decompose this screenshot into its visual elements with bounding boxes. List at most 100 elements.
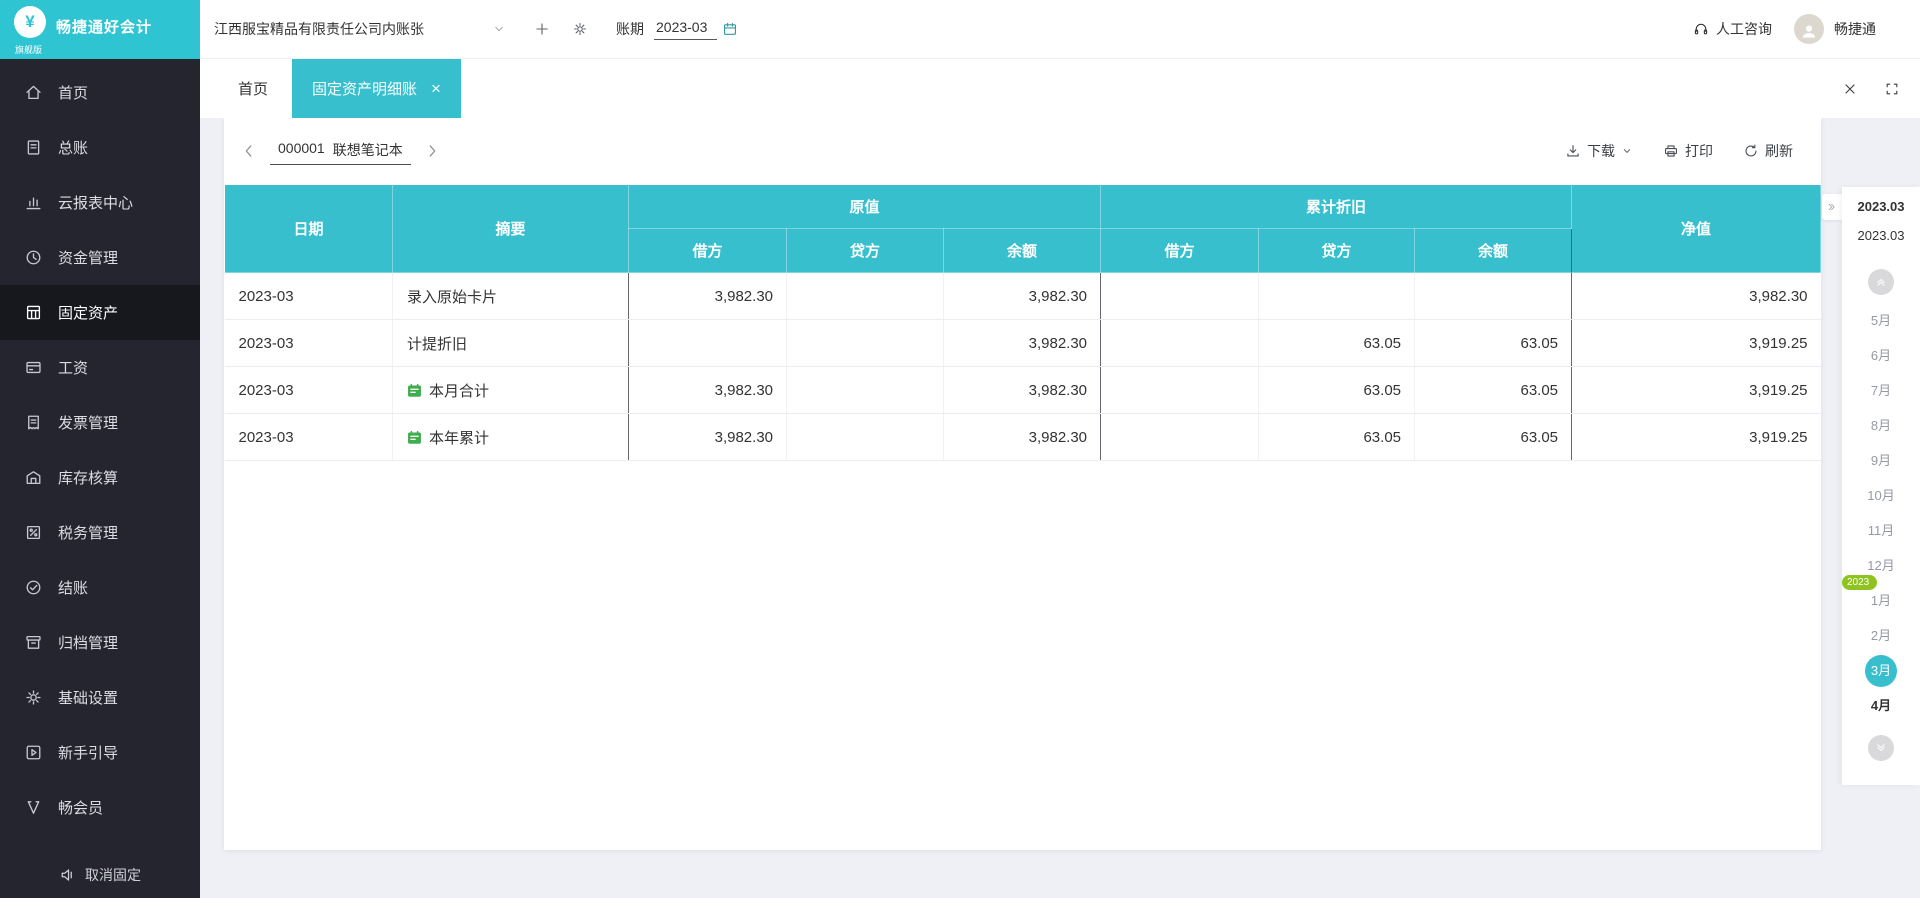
content-area: 000001 联想笔记本 下载 打印 [200,118,1920,898]
company-selector[interactable]: 江西服宝精品有限责任公司内账张 [214,19,506,39]
calendar-month-12月[interactable]: 12月 [1867,558,1895,573]
cell-summary: 本月合计 [392,366,629,414]
ledger-row[interactable]: 2023-03 本年累计 3,982.30 3,982.30 63.05 63.05 3,9… [224,413,1821,461]
print-button[interactable]: 打印 [1663,141,1713,161]
home-icon [24,83,43,102]
scroll-months-up-button[interactable] [1868,269,1894,295]
tab-fixed-asset-ledger[interactable]: 固定资产明细账 × [292,59,461,118]
cell-summary: 录入原始卡片 [392,272,629,320]
calendar-green-icon [407,383,422,398]
sidebar-item-member[interactable]: 畅会员 [0,780,200,835]
calendar-month-4月[interactable]: 4月 [1870,698,1892,713]
refresh-button[interactable]: 刷新 [1743,141,1793,161]
cell-acc-credit: 63.05 [1258,366,1415,414]
col-header-original[interactable]: 原值 [627,184,1102,229]
col-header-acc-credit[interactable]: 贷方 [1258,228,1416,273]
company-name: 江西服宝精品有限责任公司内账张 [214,21,424,37]
calendar-month-5月[interactable]: 5月 [1870,313,1892,328]
cell-acc-credit: 63.05 [1258,319,1415,367]
cell-orig-debit: 3,982.30 [628,272,787,320]
ledger-row[interactable]: 2023-03 录入原始卡片 3,982.30 3,982.30 3,982.30 [224,272,1821,320]
cell-orig-credit [786,413,944,461]
col-header-acc-balance[interactable]: 余额 [1414,228,1573,273]
sidebar-item-label: 结账 [58,580,89,597]
year-badge: 2023 [1842,575,1878,590]
calendar-month-7月[interactable]: 7月 [1870,383,1892,398]
prev-asset-button[interactable] [240,142,258,160]
calendar-month-8月[interactable]: 8月 [1870,418,1892,433]
sidebar-menu: 首页 总账 云报表中心 资金管理 固定资产 工资 发票管理 库存核算 税务管理结账归档管理 基础设… [0,59,200,852]
col-header-accumulated[interactable]: 累计折旧 [1100,184,1573,229]
cell-summary: 计提折旧 [392,319,629,367]
ledger-row[interactable]: 2023-03 计提折旧 3,982.30 63.05 63.05 3,919.25 [224,319,1821,367]
calendar-month-9月[interactable]: 9月 [1870,453,1892,468]
next-asset-button[interactable] [423,142,441,160]
chevron-down-icon [1621,145,1633,157]
fund-icon [24,248,43,267]
tab-home[interactable]: 首页 [214,59,292,118]
cell-acc-balance: 63.05 [1414,319,1572,367]
collapse-period-panel-button[interactable] [1822,194,1842,220]
sidebar-item-inventory[interactable]: 库存核算 [0,450,200,505]
cell-date: 2023-03 [224,319,393,367]
tabbar-actions [1822,59,1920,118]
calendar-month-10月[interactable]: 10月 [1867,488,1895,503]
close-icon[interactable] [1842,81,1858,97]
gear-icon[interactable] [572,21,588,37]
cell-orig-balance: 3,982.30 [942,366,1101,414]
cell-acc-balance: 63.05 [1414,366,1572,414]
add-button[interactable] [534,21,550,37]
guide-icon [24,743,43,762]
calendar-month-1月[interactable]: 1月 [1870,593,1892,608]
avatar[interactable] [1794,14,1824,44]
sidebar-item-guide[interactable]: 新手引导 [0,725,200,780]
calendar-month-11月[interactable]: 11月 [1867,523,1895,538]
sidebar-item-closing[interactable]: 结账 [0,560,200,615]
calendar-month-6月[interactable]: 6月 [1870,348,1892,363]
ledger-row[interactable]: 2023-03 本月合计 3,982.30 3,982.30 63.05 63.05 3,9… [224,366,1821,414]
scroll-months-down-button[interactable] [1868,735,1894,761]
tab-bar: 首页 固定资产明细账 × [200,59,1920,118]
period-selected[interactable]: 2023.03 [1857,228,1905,243]
period-display: 2023.03 [1857,199,1905,214]
sidebar-item-settings[interactable]: 基础设置 [0,670,200,725]
col-header-net[interactable]: 净值 [1571,184,1821,273]
support-label: 人工咨询 [1716,21,1772,37]
fullscreen-icon[interactable] [1884,81,1900,97]
download-button[interactable]: 下载 [1565,141,1633,161]
unpin-icon [59,866,77,884]
salary-icon [24,358,43,377]
sidebar-item-archive[interactable]: 归档管理 [0,615,200,670]
toolbar-actions: 下载 打印 刷新 [1565,141,1805,161]
cell-acc-balance: 63.05 [1414,413,1572,461]
unpin-label: 取消固定 [85,867,141,883]
calendar-month-2月[interactable]: 2月 [1870,628,1892,643]
user-name[interactable]: 畅捷通 [1834,21,1876,37]
col-header-orig-debit[interactable]: 借方 [628,228,787,273]
double-chevron-right-icon [1826,201,1838,213]
sidebar-item-report[interactable]: 云报表中心 [0,175,200,230]
sidebar-item-ledger[interactable]: 总账 [0,120,200,175]
tab-close-icon[interactable]: × [431,79,441,98]
sidebar-item-fund[interactable]: 资金管理 [0,230,200,285]
calendar-icon[interactable] [722,21,738,37]
chevron-down-icon [492,22,506,36]
settings-icon [24,688,43,707]
col-header-orig-balance[interactable]: 余额 [942,228,1102,273]
col-header-summary[interactable]: 摘要 [392,184,629,273]
sidebar-item-asset[interactable]: 固定资产 [0,285,200,340]
calendar-month-3月[interactable]: 3月 [1865,654,1897,687]
sidebar-item-salary[interactable]: 工资 [0,340,200,395]
period-input[interactable]: 2023-03 [654,19,718,40]
print-label: 打印 [1685,143,1713,159]
col-header-orig-credit[interactable]: 贷方 [786,228,944,273]
sidebar-item-invoice[interactable]: 发票管理 [0,395,200,450]
sidebar-item-home[interactable]: 首页 [0,65,200,120]
support-button[interactable]: 人工咨询 [1693,19,1772,39]
unpin-sidebar-button[interactable]: 取消固定 [0,852,200,898]
sidebar-item-tax[interactable]: 税务管理 [0,505,200,560]
asset-selector[interactable]: 000001 联想笔记本 [270,138,411,165]
ledger-toolbar: 000001 联想笔记本 下载 打印 [224,118,1821,184]
col-header-acc-debit[interactable]: 借方 [1100,228,1260,273]
col-header-date[interactable]: 日期 [224,184,393,273]
